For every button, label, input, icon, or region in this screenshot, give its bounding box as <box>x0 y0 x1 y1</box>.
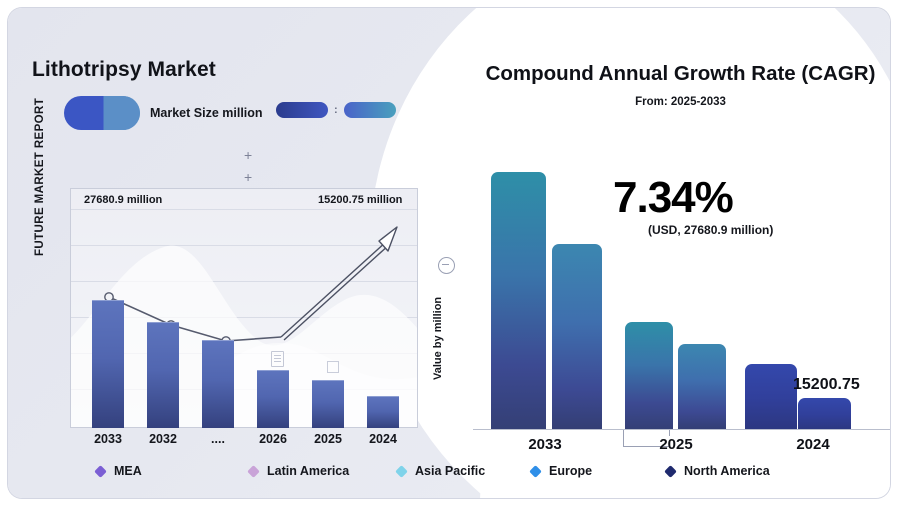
cagr-usd-note: (USD, 27680.9 million) <box>648 223 774 237</box>
legend-label-north-america: North America <box>684 464 770 478</box>
legend-pill-separator: : <box>334 103 338 116</box>
right-chart-value-callout: 15200.75 <box>793 376 860 393</box>
square-icon <box>327 361 339 373</box>
x-label-2033: 2033 <box>94 432 122 446</box>
bar-2024-secondary[interactable] <box>798 398 851 430</box>
x-label-2025: 2025 <box>314 432 342 446</box>
right-chart-x-labels: 2033 2025 2024 <box>473 436 890 458</box>
bar-2025[interactable] <box>312 380 344 428</box>
gridline <box>71 245 417 246</box>
cagr-title: Compound Annual Growth Rate (CAGR) <box>485 62 876 85</box>
decorative-plus-marks: + + <box>244 148 252 184</box>
legend-label-latin-america: Latin America <box>267 464 350 478</box>
plus-icon-2: + <box>244 169 253 185</box>
legend-diamond-icon-mea <box>94 464 107 478</box>
legend-diamond-icon-europe <box>529 464 542 478</box>
x-label-2026: 2026 <box>259 432 287 446</box>
bar-ellipsis[interactable] <box>202 340 234 428</box>
legend-label-europe: Europe <box>549 464 593 478</box>
legend-pill-bars: : <box>276 102 396 118</box>
right-panel: Compound Annual Growth Rate (CAGR) From:… <box>463 8 890 498</box>
value-axis-title: Value by million <box>432 296 444 380</box>
bar-2032[interactable] <box>147 322 179 428</box>
bar-2033-secondary[interactable] <box>552 244 602 430</box>
x-label-right-2033: 2033 <box>528 436 562 453</box>
cagr-subtitle: From: 2025-2033 <box>635 96 726 108</box>
axis-tick-decoration <box>623 430 670 447</box>
cagr-value: 7.34% <box>613 173 734 222</box>
left-chart-end-value-label: 15200.75 million <box>318 194 403 206</box>
bar-2033-primary[interactable] <box>491 172 546 430</box>
infographic-card: Lithotripsy Market Market Size million :… <box>8 8 890 498</box>
legend-label-mea: MEA <box>114 464 142 478</box>
bar-2033[interactable] <box>92 300 124 428</box>
x-label-right-2025: 2025 <box>659 436 693 453</box>
left-chart-start-value-label: 27680.9 million <box>84 194 163 206</box>
document-icon <box>271 351 284 367</box>
legend-pill-bar-primary <box>276 102 328 118</box>
legend-item-north-america[interactable]: North America <box>664 464 770 478</box>
plus-icon-1: + <box>244 147 253 163</box>
x-label-right-2024: 2024 <box>796 436 830 453</box>
market-size-label: Market Size million <box>150 106 263 120</box>
right-chart-baseline <box>473 429 890 430</box>
circle-minus-icon <box>438 257 455 274</box>
bar-2024[interactable] <box>367 396 399 428</box>
left-chart-bars <box>70 188 418 428</box>
page-title: Lithotripsy Market <box>32 58 216 81</box>
region-legend: MEA Latin America Asia Pacific Europe No… <box>8 464 890 478</box>
gridline <box>71 209 417 210</box>
left-panel: Lithotripsy Market Market Size million :… <box>8 8 478 498</box>
left-chart-x-labels: 2033 2032 .... 2026 2025 2024 <box>70 432 418 452</box>
legend-item-latin-america[interactable]: Latin America <box>247 464 397 478</box>
bar-2025-primary[interactable] <box>625 322 673 430</box>
bar-2024-primary[interactable] <box>745 364 797 430</box>
legend-diamond-icon-north-america <box>664 464 677 478</box>
left-chart-y-axis-title: FUTURE MARKET REPORT <box>34 97 46 256</box>
gridline <box>71 281 417 282</box>
legend-item-mea[interactable]: MEA <box>94 464 249 478</box>
market-size-pill-icon <box>64 96 140 130</box>
x-label-2024: 2024 <box>369 432 397 446</box>
market-size-legend: Market Size million <box>64 96 263 130</box>
gridline <box>71 317 417 318</box>
legend-item-europe[interactable]: Europe <box>529 464 666 478</box>
x-label-2032: 2032 <box>149 432 177 446</box>
legend-item-asia-pacific[interactable]: Asia Pacific <box>395 464 531 478</box>
bar-2025-secondary[interactable] <box>678 344 726 430</box>
bar-2026[interactable] <box>257 370 289 428</box>
legend-diamond-icon-asia-pacific <box>395 464 408 478</box>
legend-diamond-icon-latin-america <box>247 464 260 478</box>
x-label-ellipsis: .... <box>211 432 225 446</box>
legend-label-asia-pacific: Asia Pacific <box>415 464 486 478</box>
right-chart-plot-area <box>473 158 890 447</box>
legend-pill-bar-secondary <box>343 102 396 118</box>
